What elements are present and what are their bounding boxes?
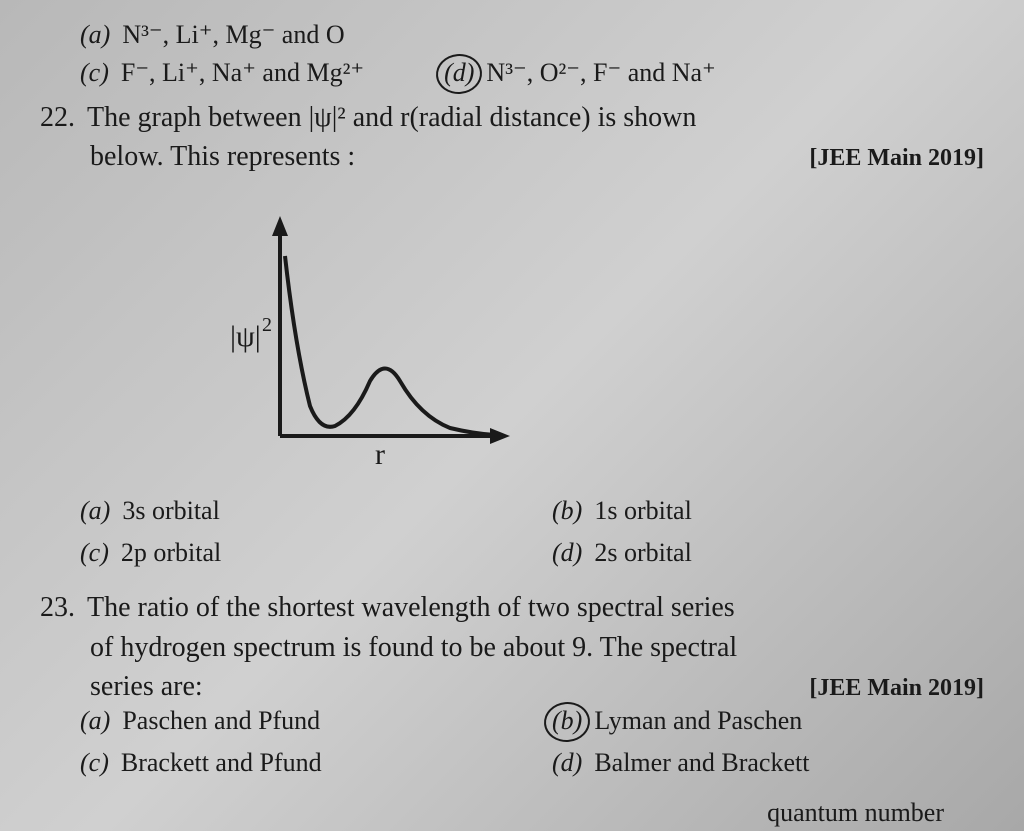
q22-b-label: (b)	[552, 496, 582, 526]
q23-b-text: Lyman and Paschen	[594, 706, 802, 736]
q22-option-d: (d) 2s orbital	[552, 538, 984, 568]
q22-text-line1: The graph between |ψ|² and r(radial dist…	[87, 98, 696, 137]
q21-a-label: (a)	[80, 20, 110, 50]
q22-options: (a) 3s orbital (b) 1s orbital (c) 2p orb…	[80, 496, 984, 568]
q23-text-line1: The ratio of the shortest wavelength of …	[87, 588, 735, 627]
q23-d-label: (d)	[552, 748, 582, 778]
q23-option-b: (b) Lyman and Paschen	[552, 706, 984, 736]
q23-option-c: (c) Brackett and Pfund	[80, 748, 512, 778]
q23-c-label: (c)	[80, 748, 109, 778]
svg-text:r: r	[375, 438, 385, 466]
q21-d-label: (d)	[444, 58, 474, 88]
q23-text-line2: of hydrogen spectrum is found to be abou…	[90, 628, 737, 667]
q23-a-text: Paschen and Pfund	[122, 706, 320, 736]
question-23: 23. The ratio of the shortest wavelength…	[40, 588, 984, 828]
q23-source: [JEE Main 2019]	[809, 675, 984, 702]
q22-d-label: (d)	[552, 538, 582, 568]
q23-options: (a) Paschen and Pfund (b) Lyman and Pasc…	[80, 706, 984, 778]
svg-text:2: 2	[262, 314, 272, 336]
q22-a-label: (a)	[80, 496, 110, 526]
q23-c-text: Brackett and Pfund	[121, 748, 322, 778]
q22-a-text: 3s orbital	[122, 496, 220, 526]
q22-option-a: (a) 3s orbital	[80, 496, 512, 526]
q23-b-label: (b)	[552, 706, 582, 736]
q23-a-label: (a)	[80, 706, 110, 736]
q22-b-text: 1s orbital	[594, 496, 692, 526]
q22-source: [JEE Main 2019]	[809, 145, 984, 172]
q22-d-text: 2s orbital	[594, 538, 692, 568]
q21-d-text: N³⁻, O²⁻, F⁻ and Na⁺	[486, 58, 715, 88]
q22-option-b: (b) 1s orbital	[552, 496, 984, 526]
q21-c-text: F⁻, Li⁺, Na⁺ and Mg²⁺	[121, 58, 364, 88]
q22-text-line2: below. This represents :	[90, 137, 355, 176]
question-22: 22. The graph between |ψ|² and r(radial …	[40, 98, 984, 568]
svg-text:|ψ|: |ψ|	[230, 320, 261, 353]
q23-partial-next: quantum number	[40, 798, 944, 828]
q22-c-text: 2p orbital	[121, 538, 221, 568]
q23-text-line3: series are:	[90, 667, 203, 706]
q23-d-text: Balmer and Brackett	[594, 748, 809, 778]
q21-a-text: N³⁻, Li⁺, Mg⁻ and O	[122, 20, 344, 50]
q23-option-d: (d) Balmer and Brackett	[552, 748, 984, 778]
q21-partial: (a) N³⁻, Li⁺, Mg⁻ and O (c) F⁻, Li⁺, Na⁺…	[40, 20, 984, 88]
q22-option-c: (c) 2p orbital	[80, 538, 512, 568]
q23-number: 23.	[40, 592, 75, 624]
q21-c-label: (c)	[80, 58, 109, 88]
q22-c-label: (c)	[80, 538, 109, 568]
q22-graph: |ψ| 2 r	[220, 206, 520, 466]
q23-option-a: (a) Paschen and Pfund	[80, 706, 512, 736]
q22-number: 22.	[40, 102, 75, 134]
